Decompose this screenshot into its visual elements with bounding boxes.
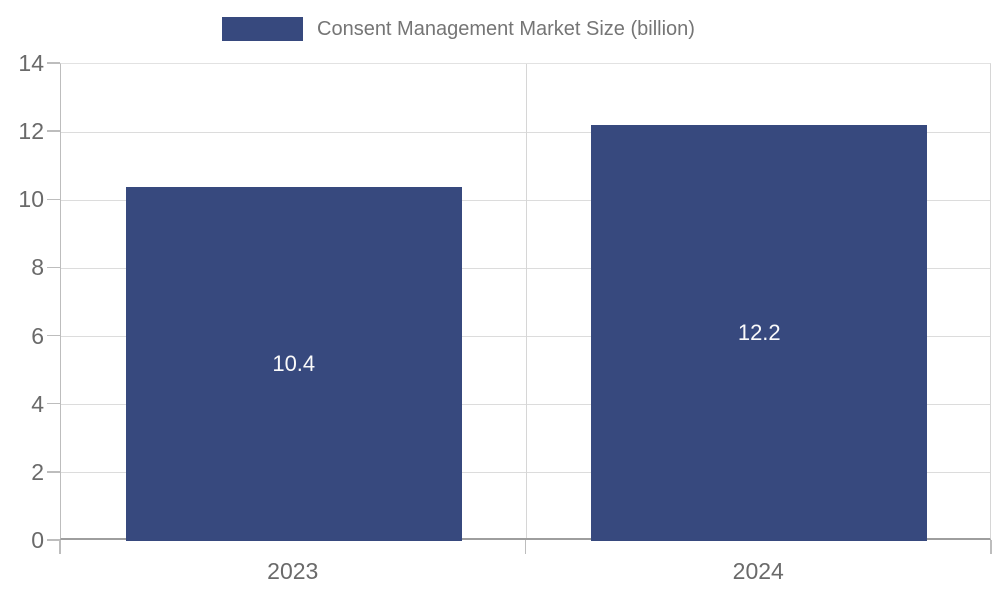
gridline-y: [61, 267, 990, 269]
gridline-y: [61, 336, 990, 338]
y-tick-mark: [47, 266, 60, 269]
y-tick-mark: [47, 471, 60, 473]
y-tick-mark: [47, 130, 60, 132]
y-tick-mark: [47, 198, 60, 201]
y-tick-label: 4: [31, 390, 44, 417]
gridline-x: [526, 64, 527, 538]
y-tick-mark: [47, 402, 60, 405]
legend-label: Consent Management Market Size (billion): [317, 17, 695, 40]
y-tick-mark: [47, 62, 60, 64]
y-tick-label: 10: [18, 186, 44, 213]
y-tick-label: 8: [31, 254, 44, 281]
x-tick-mark: [990, 540, 992, 554]
y-tick-mark: [47, 334, 60, 337]
gridline-y: [61, 199, 990, 201]
legend-swatch: [222, 17, 303, 41]
y-tick-label: 6: [31, 322, 44, 349]
gridline-y: [61, 472, 990, 474]
gridline-y: [61, 404, 990, 406]
y-tick-label: 0: [31, 527, 44, 553]
gridline-y: [61, 131, 990, 133]
x-axis-label: 2023: [267, 558, 319, 584]
x-tick-mark: [59, 540, 61, 554]
legend-item[interactable]: Consent Management Market Size (billion): [222, 17, 695, 41]
plot-area: 10.4 12.2: [60, 63, 991, 541]
x-axis-label: 2024: [732, 558, 784, 584]
x-tick-mark: [524, 540, 527, 554]
y-tick-label: 12: [18, 118, 44, 145]
bar-2023[interactable]: [125, 186, 462, 541]
bar-value-label: 10.4: [272, 350, 316, 376]
y-tick-label: 2: [31, 458, 44, 485]
y-tick-label: 14: [18, 50, 44, 76]
bar-value-label: 12.2: [737, 320, 781, 346]
y-tick-mark: [47, 539, 60, 541]
bar-2024[interactable]: [591, 125, 928, 541]
